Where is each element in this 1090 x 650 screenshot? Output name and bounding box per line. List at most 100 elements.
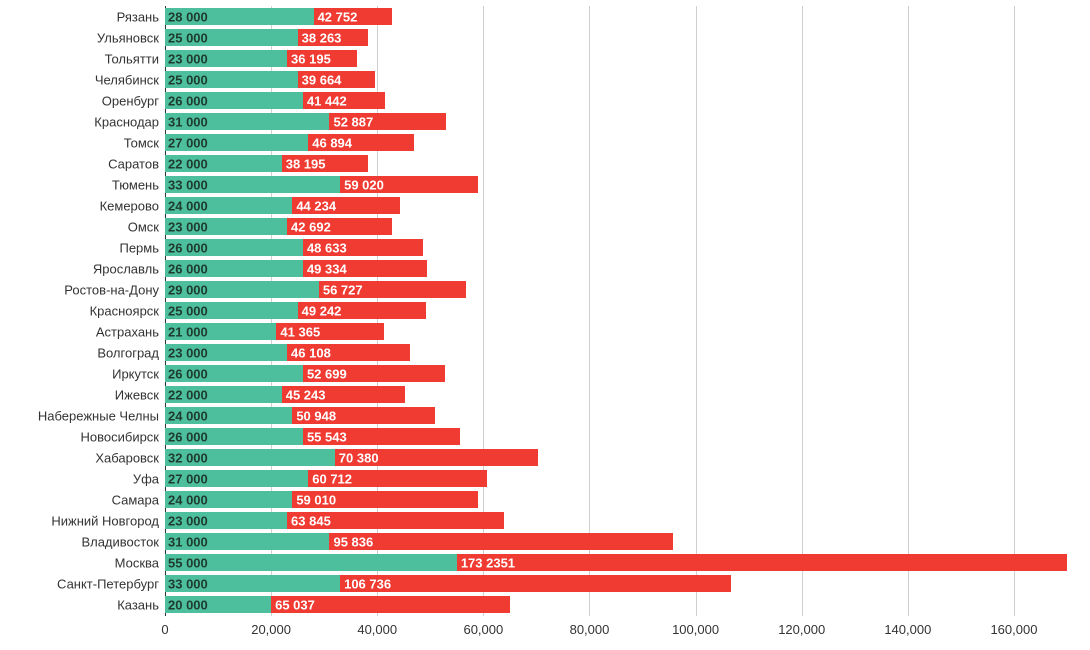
bar-row: Самара59 01024 000 (165, 489, 1067, 510)
bar-row: Омск42 69223 000 (165, 216, 1067, 237)
bar-green-value: 26 000 (168, 366, 208, 381)
bar-green: 32 000 (165, 449, 335, 466)
category-label: Красноярск (90, 303, 165, 318)
bar-red-value: 42 692 (291, 219, 331, 234)
bar-green: 25 000 (165, 29, 298, 46)
bar-row: Красноярск49 24225 000 (165, 300, 1067, 321)
bar-red-value: 46 894 (312, 135, 352, 150)
bar-row: Краснодар52 88731 000 (165, 111, 1067, 132)
bar-green-value: 20 000 (168, 597, 208, 612)
bar-green-value: 27 000 (168, 471, 208, 486)
bar-red-value: 42 752 (318, 9, 358, 24)
bar-green-value: 25 000 (168, 72, 208, 87)
bar-red-value: 44 234 (296, 198, 336, 213)
x-tick-label: 160,000 (990, 622, 1037, 637)
bar-row: Нижний Новгород63 84523 000 (165, 510, 1067, 531)
bar-row: Рязань42 75228 000 (165, 6, 1067, 27)
bar-green-value: 26 000 (168, 93, 208, 108)
bar-red-value: 49 334 (307, 261, 347, 276)
bar-green: 26 000 (165, 428, 303, 445)
category-label: Астрахань (96, 324, 165, 339)
bar-row: Челябинск39 66425 000 (165, 69, 1067, 90)
bar-row: Ростов-на-Дону56 72729 000 (165, 279, 1067, 300)
bar-green-value: 27 000 (168, 135, 208, 150)
bar-green: 33 000 (165, 575, 340, 592)
bar-red-value: 52 887 (333, 114, 373, 129)
category-label: Саратов (108, 156, 165, 171)
bar-red-value: 39 664 (302, 72, 342, 87)
bar-green-value: 22 000 (168, 156, 208, 171)
bar-green: 24 000 (165, 197, 292, 214)
bar-row: Волгоград46 10823 000 (165, 342, 1067, 363)
category-label: Краснодар (94, 114, 165, 129)
category-label: Уфа (133, 471, 165, 486)
bar-row: Новосибирск55 54326 000 (165, 426, 1067, 447)
bar-row: Саратов38 19522 000 (165, 153, 1067, 174)
bar-green: 23 000 (165, 344, 287, 361)
bar-green: 24 000 (165, 491, 292, 508)
category-label: Оренбург (102, 93, 165, 108)
category-label: Челябинск (95, 72, 165, 87)
bar-green: 23 000 (165, 512, 287, 529)
category-label: Нижний Новгород (51, 513, 165, 528)
category-label: Волгоград (97, 345, 165, 360)
bar-green: 29 000 (165, 281, 319, 298)
category-label: Ульяновск (97, 30, 165, 45)
bar-green-value: 23 000 (168, 513, 208, 528)
bar-green: 24 000 (165, 407, 292, 424)
bar-row: Томск46 89427 000 (165, 132, 1067, 153)
horizontal-bar-chart: 020,00040,00060,00080,000100,000120,0001… (0, 0, 1090, 650)
x-tick-label: 0 (161, 622, 168, 637)
bar-red-value: 46 108 (291, 345, 331, 360)
bar-red-value: 52 699 (307, 366, 347, 381)
bar-green-value: 55 000 (168, 555, 208, 570)
bar-green: 33 000 (165, 176, 340, 193)
category-label: Новосибирск (81, 429, 166, 444)
x-tick-label: 80,000 (570, 622, 610, 637)
bar-red-value: 45 243 (286, 387, 326, 402)
bar-green: 27 000 (165, 134, 308, 151)
category-label: Рязань (117, 9, 165, 24)
bar-row: Ижевск45 24322 000 (165, 384, 1067, 405)
bar-red-value: 65 037 (275, 597, 315, 612)
x-tick-label: 40,000 (357, 622, 397, 637)
bar-row: Оренбург41 44226 000 (165, 90, 1067, 111)
bar-green-value: 25 000 (168, 30, 208, 45)
x-tick-label: 100,000 (672, 622, 719, 637)
bar-green-value: 31 000 (168, 534, 208, 549)
bar-red-value: 41 365 (280, 324, 320, 339)
bar-green-value: 28 000 (168, 9, 208, 24)
bar-row: Набережные Челны50 94824 000 (165, 405, 1067, 426)
bar-row: Тюмень59 02033 000 (165, 174, 1067, 195)
category-label: Ростов-на-Дону (64, 282, 165, 297)
bar-green: 25 000 (165, 302, 298, 319)
bar-red-value: 106 736 (344, 576, 391, 591)
x-tick-label: 60,000 (463, 622, 503, 637)
category-label: Казань (117, 597, 165, 612)
bar-green: 23 000 (165, 218, 287, 235)
bar-row: Астрахань41 36521 000 (165, 321, 1067, 342)
bar-row: Ярославль49 33426 000 (165, 258, 1067, 279)
bar-green: 22 000 (165, 155, 282, 172)
bar-red-value: 38 195 (286, 156, 326, 171)
category-label: Самара (112, 492, 165, 507)
bar-green-value: 23 000 (168, 345, 208, 360)
bar-row: Хабаровск70 38032 000 (165, 447, 1067, 468)
bar-green-value: 22 000 (168, 387, 208, 402)
bar-green-value: 25 000 (168, 303, 208, 318)
bar-row: Кемерово44 23424 000 (165, 195, 1067, 216)
x-tick-label: 20,000 (251, 622, 291, 637)
bar-red-value: 49 242 (302, 303, 342, 318)
bar-green: 26 000 (165, 92, 303, 109)
bar-green: 21 000 (165, 323, 276, 340)
category-label: Санкт-Петербург (57, 576, 165, 591)
bar-green: 31 000 (165, 533, 329, 550)
category-label: Москва (115, 555, 165, 570)
bar-green: 25 000 (165, 71, 298, 88)
bar-row: Ульяновск38 26325 000 (165, 27, 1067, 48)
category-label: Ижевск (115, 387, 165, 402)
bar-green-value: 24 000 (168, 492, 208, 507)
bar-red-value: 36 195 (291, 51, 331, 66)
bar-red-value: 55 543 (307, 429, 347, 444)
bar-row: Тольятти36 19523 000 (165, 48, 1067, 69)
